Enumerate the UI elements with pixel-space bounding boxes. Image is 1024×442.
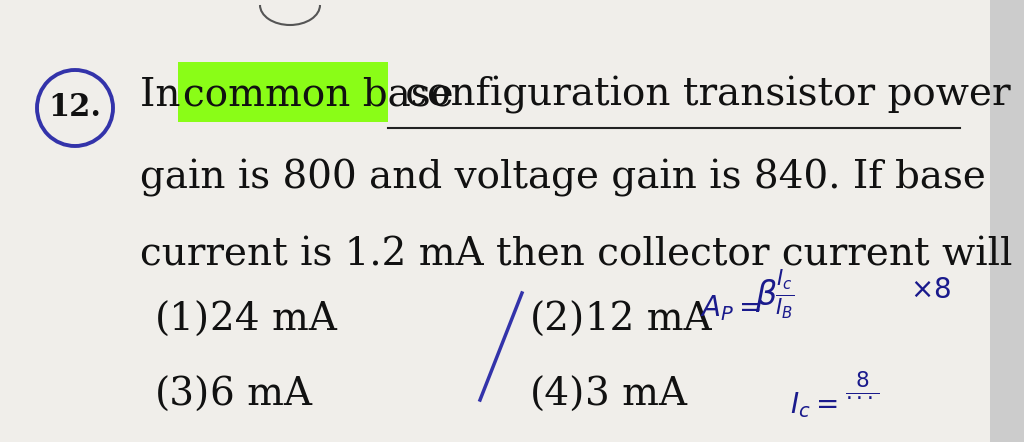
Text: $\beta$: $\beta$ (755, 277, 777, 313)
Text: 24 mA: 24 mA (210, 301, 337, 339)
Text: current is 1.2 mA then collector current will be :: current is 1.2 mA then collector current… (140, 236, 1024, 274)
Text: (3): (3) (155, 377, 210, 414)
Text: 3 mA: 3 mA (585, 377, 687, 414)
Text: 12.: 12. (48, 92, 101, 123)
Text: (2): (2) (530, 301, 586, 339)
Text: $A_P=$: $A_P=$ (700, 293, 761, 323)
Text: 12 mA: 12 mA (585, 301, 712, 339)
FancyBboxPatch shape (178, 62, 388, 122)
Text: 6 mA: 6 mA (210, 377, 312, 414)
Text: gain is 800 and voltage gain is 840. If base: gain is 800 and voltage gain is 840. If … (140, 159, 986, 197)
Text: $\frac{I_c}{I_B}$: $\frac{I_c}{I_B}$ (775, 269, 795, 321)
Text: (4): (4) (530, 377, 586, 414)
FancyBboxPatch shape (990, 0, 1024, 442)
Text: $\times 8$: $\times 8$ (910, 276, 951, 304)
Text: common base: common base (183, 76, 454, 114)
Text: $\frac{8}{...}$: $\frac{8}{...}$ (845, 374, 880, 406)
Text: In: In (140, 76, 193, 114)
Text: (1): (1) (155, 301, 210, 339)
Text: $I_c=$: $I_c=$ (790, 390, 838, 420)
Text: configuration transistor power: configuration transistor power (393, 76, 1011, 114)
